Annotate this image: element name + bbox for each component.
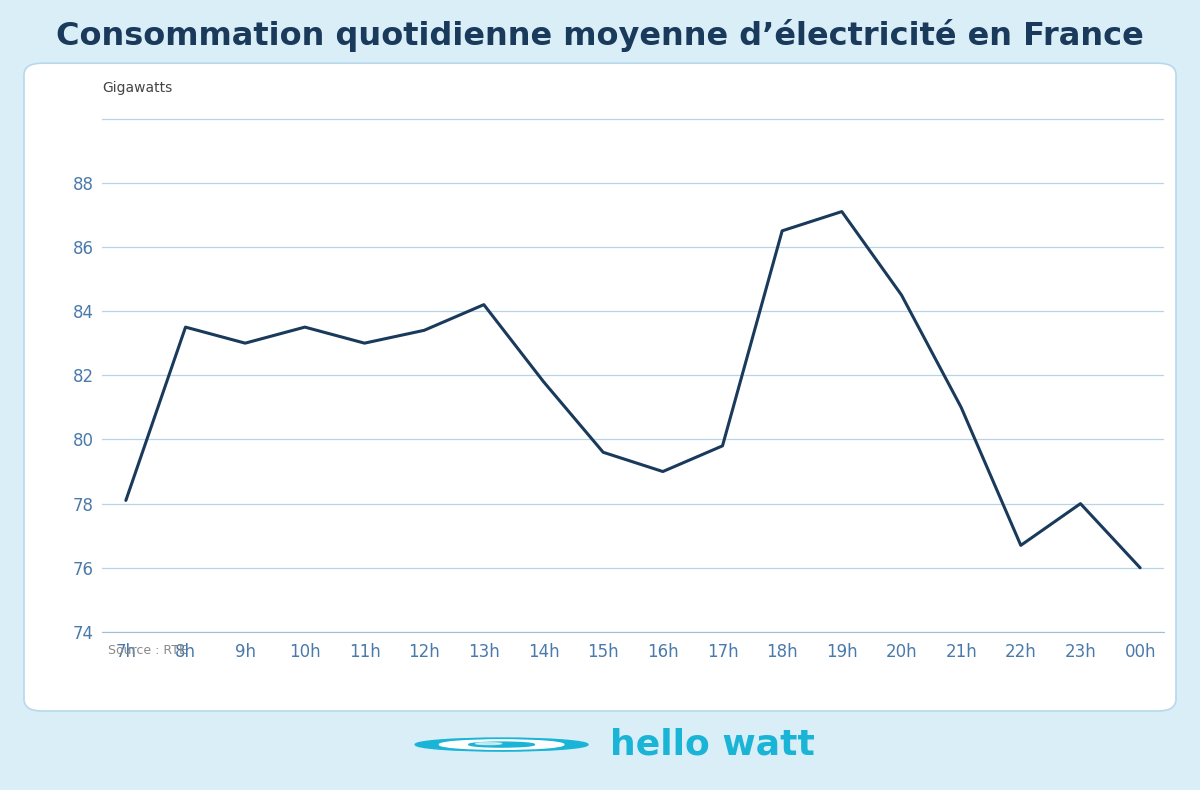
- Text: Gigawatts: Gigawatts: [102, 81, 173, 96]
- Text: hello watt: hello watt: [610, 728, 815, 762]
- Text: Consommation quotidienne moyenne d’électricité en France: Consommation quotidienne moyenne d’élect…: [56, 19, 1144, 52]
- Circle shape: [475, 743, 502, 744]
- Circle shape: [415, 738, 588, 751]
- Circle shape: [439, 740, 564, 749]
- Circle shape: [469, 742, 534, 747]
- Text: Source : RTE: Source : RTE: [108, 644, 187, 656]
